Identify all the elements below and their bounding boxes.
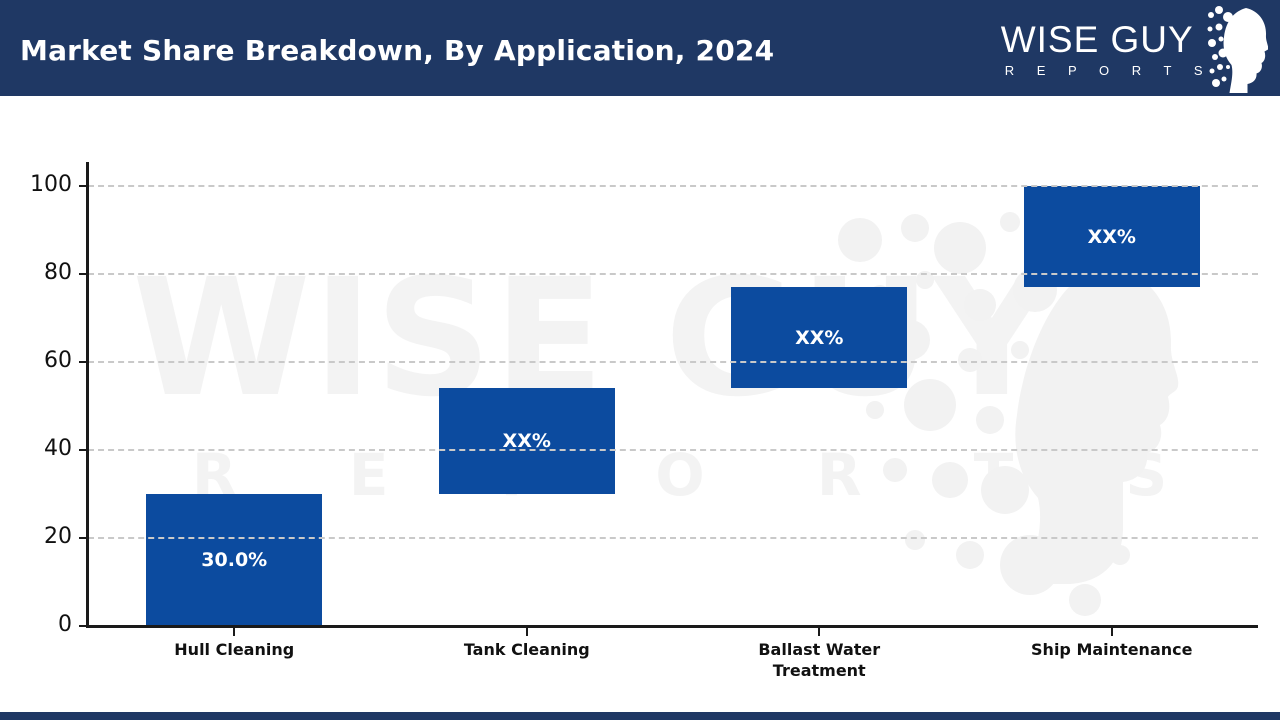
y-tick: [79, 625, 88, 627]
y-tick-label: 0: [58, 612, 72, 637]
logo-wordmark: WISE GUY R E P O R T S: [1001, 21, 1212, 78]
bar-ship-maintenance: XX%: [1023, 186, 1200, 288]
y-tick-label: 100: [30, 172, 72, 197]
gridline: [88, 361, 1258, 363]
y-tick-label: 60: [44, 348, 72, 373]
gridline: [88, 537, 1258, 539]
x-axis: [86, 625, 1258, 628]
bar-value-label: XX%: [795, 326, 844, 349]
bar-hull-cleaning: 30.0%: [146, 494, 323, 626]
gridline: [88, 449, 1258, 451]
logo-wordmark-line1: WISE GUY: [1000, 18, 1194, 60]
bar-value-label: XX%: [502, 430, 551, 453]
watermark-wordmark-line2: R E P O R T S: [192, 441, 1214, 509]
y-tick-label: 40: [44, 436, 72, 461]
y-tick: [79, 273, 88, 275]
y-tick: [79, 185, 88, 187]
gridline: [88, 185, 1258, 187]
bar-ballast-water-treatment: XX%: [731, 287, 908, 389]
category-label: Ship Maintenance: [1031, 640, 1193, 659]
logo-wordmark-line2: R E P O R T S: [1004, 62, 1212, 78]
footer-bar: [0, 712, 1280, 720]
y-tick-label: 80: [44, 260, 72, 285]
category-label: Tank Cleaning: [463, 640, 590, 659]
y-tick: [79, 449, 88, 451]
bar-value-label: 30.0%: [201, 549, 268, 571]
x-tick: [525, 628, 528, 636]
page-title: Market Share Breakdown, By Application, …: [20, 33, 775, 67]
y-tick: [79, 361, 88, 363]
gridline: [88, 273, 1258, 275]
header: Market Share Breakdown, By Application, …: [0, 0, 1280, 96]
logo-face-icon: [1207, 6, 1268, 93]
x-tick: [1110, 628, 1113, 636]
x-tick: [233, 628, 236, 636]
y-tick: [79, 537, 88, 539]
y-axis: [86, 162, 89, 628]
brand-logo: WISE GUY R E P O R T S: [1001, 5, 1268, 93]
category-label: Hull Cleaning: [174, 640, 295, 659]
category-label: Ballast Water Treatment: [758, 640, 881, 680]
bar-tank-cleaning: XX%: [438, 388, 615, 494]
y-tick-label: 20: [44, 524, 72, 549]
x-tick: [818, 628, 821, 636]
bar-value-label: XX%: [1087, 225, 1136, 248]
